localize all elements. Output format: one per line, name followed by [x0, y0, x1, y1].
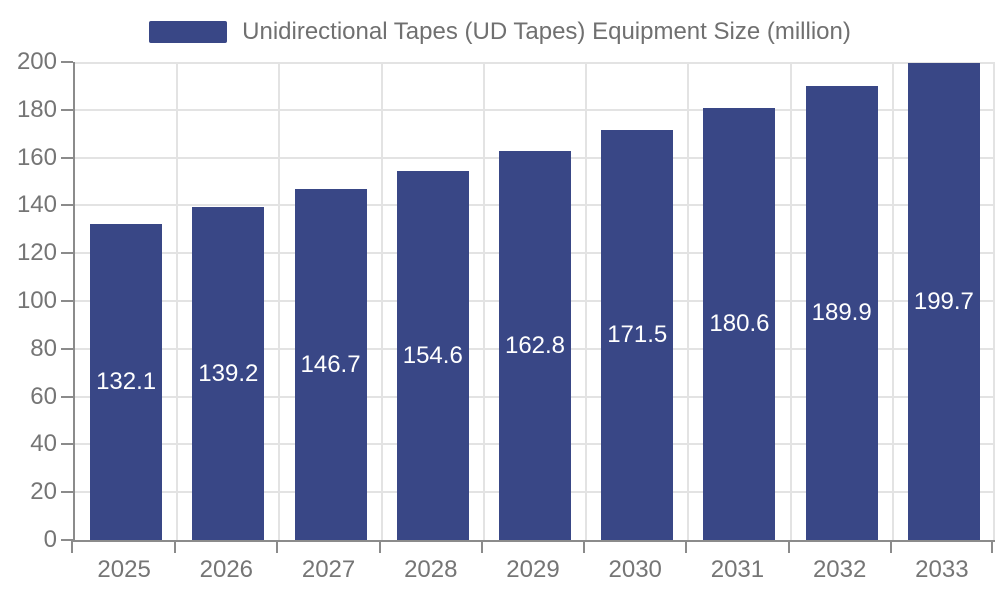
bar: 189.9 [805, 86, 878, 540]
y-tick-label: 20 [30, 478, 57, 506]
plot-area: 132.1 139.2 146.7 154.6 162.8 171.5 180.6 189.9… [61, 61, 995, 542]
bar: 132.1 [90, 224, 163, 540]
bar: 154.6 [396, 171, 469, 540]
y-tick-label: 140 [16, 191, 57, 219]
bar-value-label: 162.8 [504, 331, 566, 359]
x-axis-tick [174, 540, 176, 553]
y-gridline [75, 109, 995, 111]
y-axis-tick [61, 491, 73, 493]
x-tick-label: 2033 [915, 556, 969, 583]
y-tick-label: 100 [16, 287, 57, 314]
x-gridline [483, 62, 485, 540]
x-axis-tick [276, 540, 278, 553]
y-axis-tick [61, 252, 73, 254]
x-tick-label: 2027 [301, 556, 356, 583]
x-gridline [790, 62, 792, 540]
y-tick-label: 160 [16, 143, 57, 171]
y-axis-tick [61, 396, 73, 398]
legend-label: Unidirectional Tapes (UD Tapes) Equipmen… [242, 18, 851, 45]
y-axis-tick [61, 204, 73, 206]
bar: 199.7 [907, 63, 980, 540]
bar: 139.2 [192, 207, 265, 540]
bar-value-label: 189.9 [811, 299, 872, 326]
x-axis-tick [890, 540, 892, 553]
x-gridline [176, 62, 178, 540]
y-axis-tick [61, 61, 73, 63]
y-axis-tick [61, 300, 73, 302]
bar-value-label: 171.5 [607, 321, 668, 348]
x-axis-tick [379, 540, 381, 553]
y-tick-label: 60 [30, 382, 57, 410]
x-tick-label: 2030 [608, 556, 662, 583]
y-tick-label: 80 [30, 334, 57, 362]
x-tick-label: 2025 [97, 556, 151, 583]
x-gridline [585, 62, 587, 540]
bar-value-label: 180.6 [709, 310, 770, 337]
bar-value-label: 199.7 [913, 287, 974, 315]
bar-value-label: 154.6 [402, 341, 463, 369]
y-axis-tick [61, 109, 73, 111]
legend-swatch [149, 21, 228, 43]
y-tick-label: 40 [30, 430, 57, 458]
x-axis-tick [481, 540, 483, 553]
x-tick-label: 2029 [506, 556, 560, 583]
y-axis-tick [61, 443, 73, 445]
x-tick-label: 2026 [199, 556, 254, 583]
y-tick-label: 120 [16, 239, 57, 267]
chart-legend[interactable]: Unidirectional Tapes (UD Tapes) Equipmen… [0, 18, 1000, 46]
x-gridline [381, 62, 383, 540]
bar: 171.5 [601, 130, 674, 540]
bar: 180.6 [703, 108, 776, 540]
x-tick-label: 2028 [404, 556, 458, 583]
y-axis-tick [61, 348, 73, 350]
y-tick-label: 200 [16, 48, 57, 75]
bar-value-label: 139.2 [198, 359, 259, 387]
x-axis-tick [583, 540, 585, 553]
bar: 146.7 [294, 189, 367, 540]
y-tick-label: 0 [43, 526, 57, 553]
y-axis-tick [61, 157, 73, 159]
x-tick-label: 2031 [710, 556, 765, 583]
x-gridline [892, 62, 894, 540]
bar-value-label: 146.7 [300, 350, 361, 378]
x-gridline [993, 62, 995, 540]
x-gridline [687, 62, 689, 540]
x-axis-tick [71, 540, 73, 553]
y-gridline [75, 62, 995, 64]
x-axis-tick [685, 540, 687, 553]
x-axis-tick [788, 540, 790, 553]
x-gridline [278, 62, 280, 540]
x-axis-tick [991, 540, 993, 553]
bar-value-label: 132.1 [96, 368, 157, 395]
x-tick-label: 2032 [812, 556, 867, 583]
y-tick-label: 180 [16, 95, 57, 123]
y-axis-tick [61, 539, 73, 541]
bar: 162.8 [499, 151, 571, 540]
